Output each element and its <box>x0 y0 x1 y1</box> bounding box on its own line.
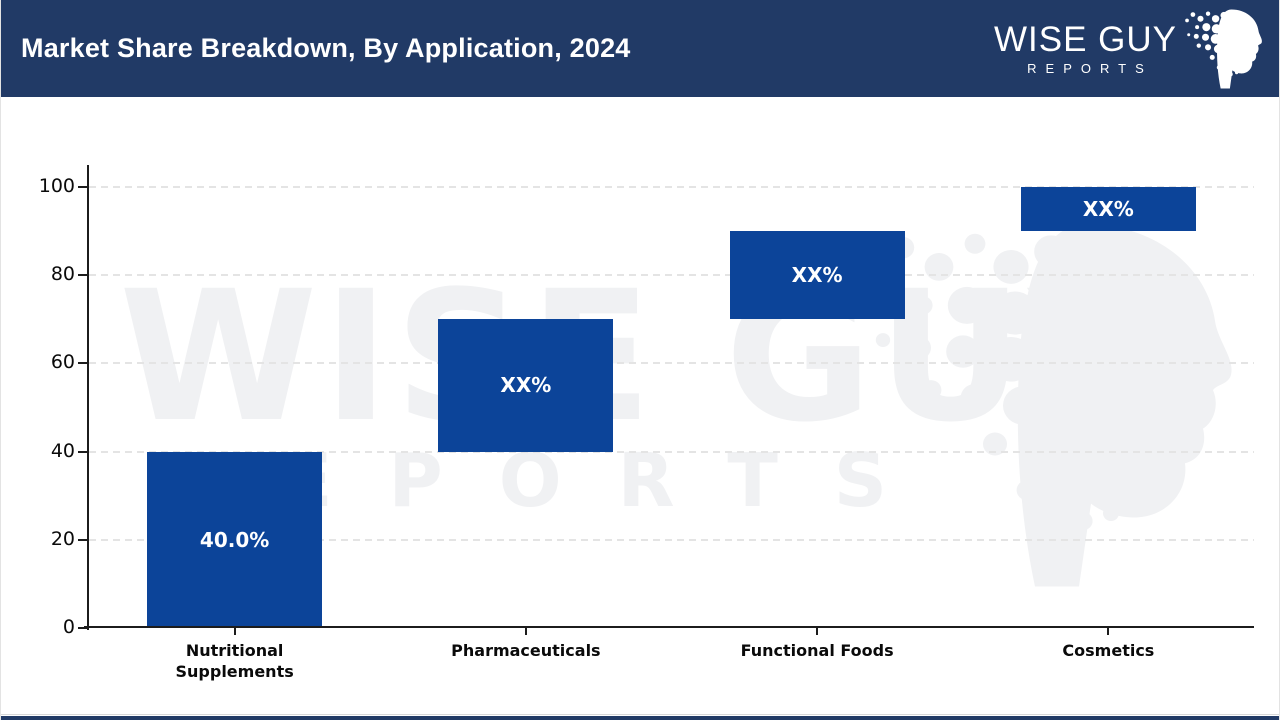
bottom-hairline <box>1 714 1279 715</box>
y-tick-mark <box>78 450 87 453</box>
x-category-label: Nutritional Supplements <box>175 641 294 682</box>
x-tick-mark <box>1107 628 1110 635</box>
y-tick-label: 60 <box>50 351 75 374</box>
y-tick-label: 0 <box>62 616 75 638</box>
y-tick-mark <box>78 186 87 189</box>
gridline-40 <box>89 450 1254 453</box>
page-title: Market Share Breakdown, By Application, … <box>21 33 631 63</box>
gridline-100 <box>89 186 1254 189</box>
watermark-wordmark: WISE GUY <box>119 253 1165 462</box>
y-tick-label: 80 <box>50 263 75 286</box>
logo-face-icon <box>1181 7 1267 91</box>
header: Market Share Breakdown, By Application, … <box>1 0 1279 97</box>
logo-wordmark: WISE GUY <box>993 20 1177 59</box>
x-category-label: Pharmaceuticals <box>451 641 601 660</box>
gridline-20 <box>89 538 1254 541</box>
wiseguy-logo: WISE GUY REPORTS <box>994 7 1267 91</box>
bar-nutritional-supplements: 40.0% <box>147 451 323 628</box>
logo-subtext: REPORTS <box>1027 61 1153 76</box>
y-tick-mark <box>78 362 87 365</box>
footer-bar <box>1 716 1279 720</box>
bar-value-label: XX% <box>500 373 552 398</box>
gridline-60 <box>89 362 1254 365</box>
bar-value-label: 40.0% <box>199 527 270 552</box>
gridline-80 <box>89 274 1254 277</box>
x-tick-mark <box>233 628 236 635</box>
x-tick-mark <box>524 628 527 635</box>
y-axis-line <box>87 165 89 630</box>
y-tick-label: 20 <box>50 527 75 550</box>
x-category-label: Functional Foods <box>740 641 894 660</box>
bar-value-label: XX% <box>1082 197 1134 222</box>
x-tick-mark <box>816 628 819 635</box>
x-axis-line <box>84 626 1254 628</box>
logo-text: WISE GUY REPORTS <box>994 22 1177 75</box>
y-tick-label: 100 <box>38 175 75 198</box>
y-tick-mark <box>78 274 87 277</box>
bar-value-label: XX% <box>791 263 843 288</box>
y-tick-mark <box>78 538 87 541</box>
bar-cosmetics: XX% <box>1020 187 1196 232</box>
x-category-label: Cosmetics <box>1062 641 1155 660</box>
bar-pharmaceuticals: XX% <box>438 319 614 452</box>
y-tick-mark <box>78 627 87 629</box>
y-tick-label: 40 <box>50 439 75 462</box>
bar-functional-foods: XX% <box>729 231 905 320</box>
